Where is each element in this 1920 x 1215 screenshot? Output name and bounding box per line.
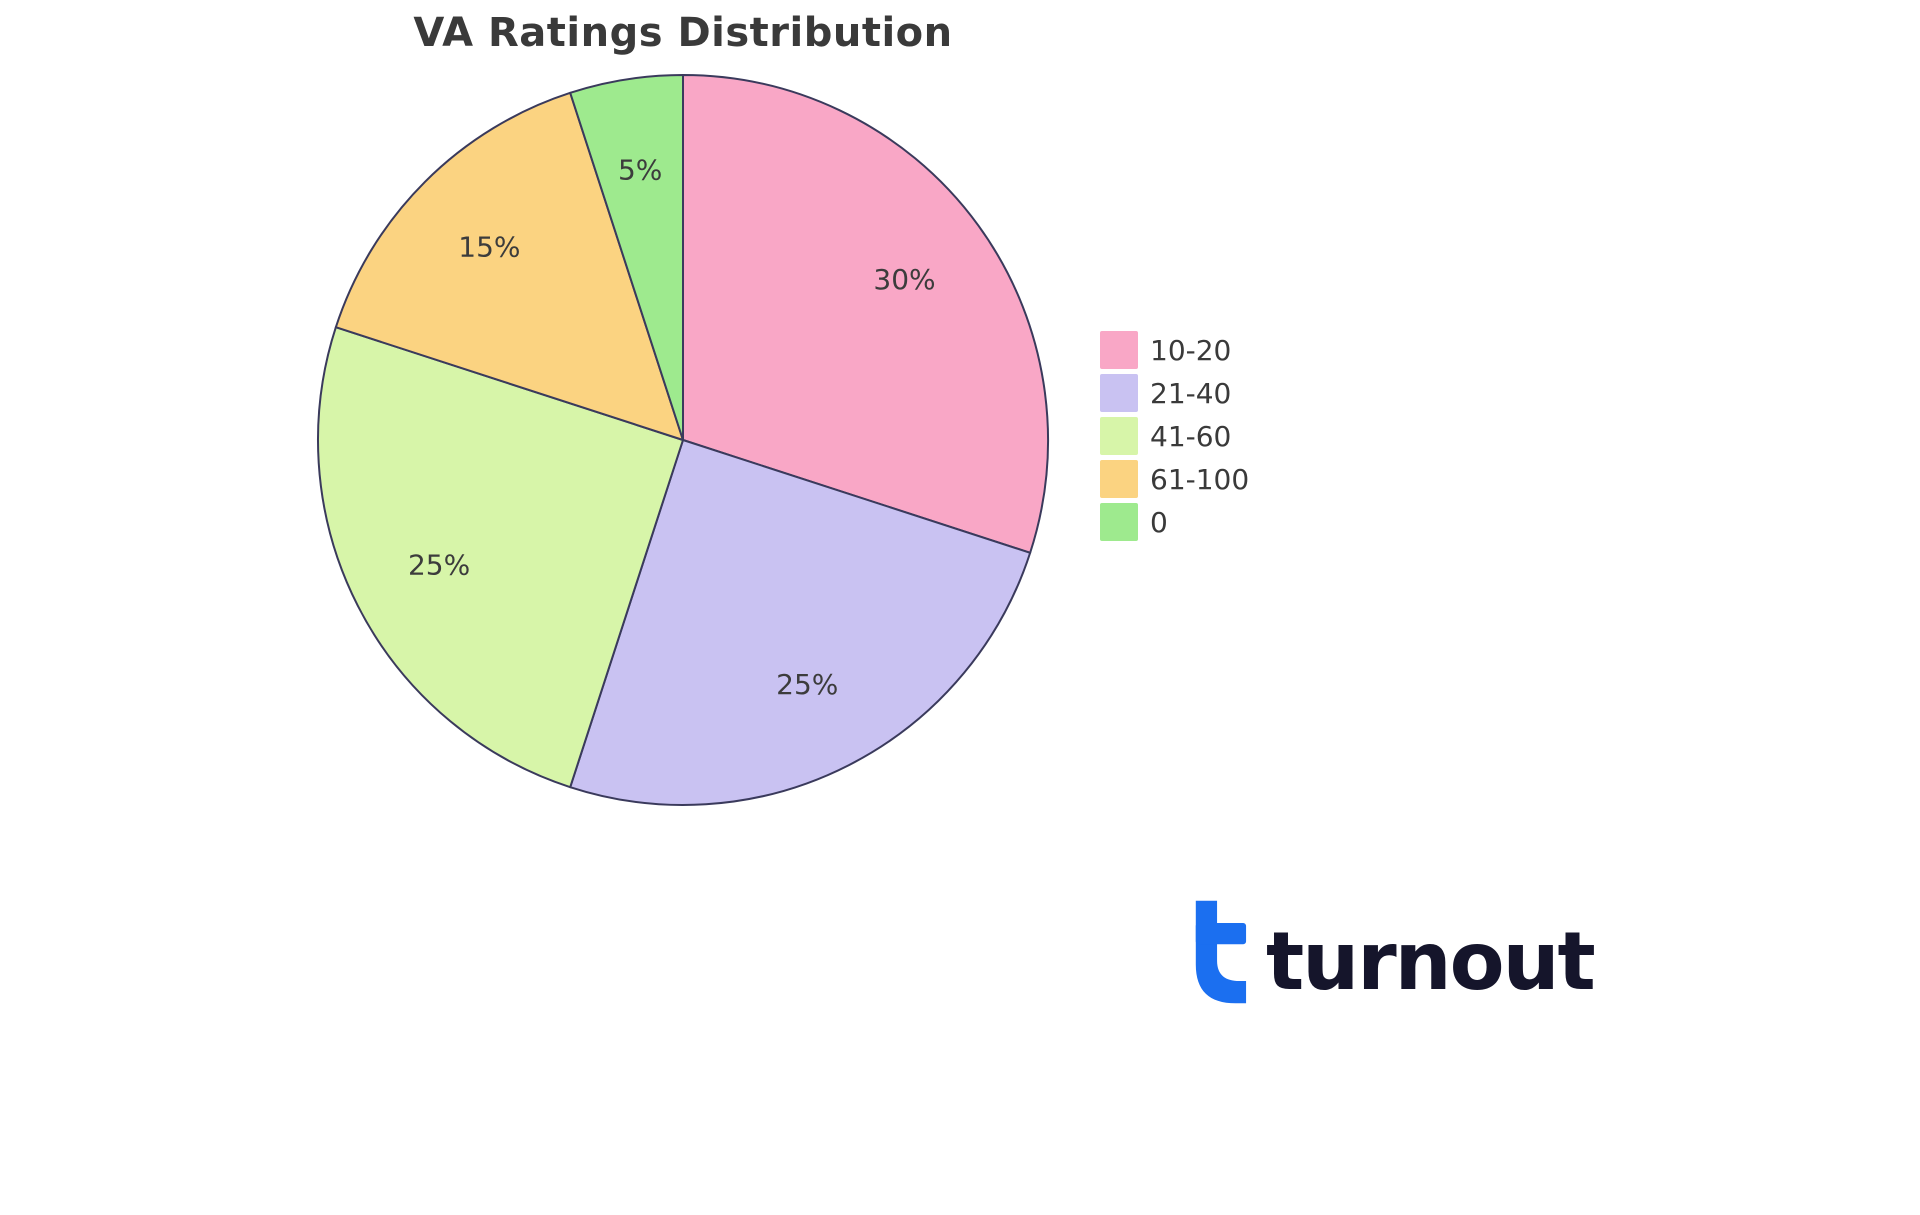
chart-title: VA Ratings Distribution bbox=[413, 10, 953, 56]
legend-item-10-20: 10-20 bbox=[1100, 331, 1249, 369]
pie-slice-41-60 bbox=[317, 326, 684, 789]
pie-slice-0 bbox=[569, 74, 684, 441]
slice-percent-label: 5% bbox=[618, 154, 662, 187]
legend-swatch bbox=[1100, 503, 1138, 541]
legend-label: 61-100 bbox=[1150, 462, 1250, 496]
pie-chart-container: 30% 25% 25% 15% 5% bbox=[310, 67, 1056, 813]
legend-label: 0 bbox=[1150, 505, 1168, 539]
turnout-logo-text: turnout bbox=[1266, 915, 1596, 1008]
slice-percent-label: 30% bbox=[873, 263, 935, 296]
legend-swatch bbox=[1100, 417, 1138, 455]
legend-item-0: 0 bbox=[1100, 503, 1249, 541]
turnout-logo-icon bbox=[1195, 900, 1247, 1004]
brand-logo: turnout bbox=[1190, 898, 1596, 1008]
pie-slice-10-20 bbox=[682, 74, 1049, 554]
pie-slice-61-100 bbox=[334, 91, 684, 441]
legend-swatch bbox=[1100, 374, 1138, 412]
pie-chart: 30% 25% 25% 15% 5% bbox=[317, 74, 1049, 806]
legend-label: 21-40 bbox=[1150, 376, 1232, 410]
legend-swatch bbox=[1100, 331, 1138, 369]
legend-item-21-40: 21-40 bbox=[1100, 374, 1249, 412]
legend: 10-20 21-40 41-60 61-100 0 bbox=[1100, 331, 1249, 541]
slice-percent-label: 25% bbox=[408, 548, 470, 581]
legend-label: 10-20 bbox=[1150, 333, 1232, 367]
pie-slice-21-40 bbox=[569, 439, 1032, 806]
slice-percent-label: 25% bbox=[776, 668, 838, 701]
legend-item-61-100: 61-100 bbox=[1100, 460, 1249, 498]
legend-swatch bbox=[1100, 460, 1138, 498]
legend-label: 41-60 bbox=[1150, 419, 1232, 453]
slice-percent-label: 15% bbox=[458, 230, 520, 263]
legend-item-41-60: 41-60 bbox=[1100, 417, 1249, 455]
